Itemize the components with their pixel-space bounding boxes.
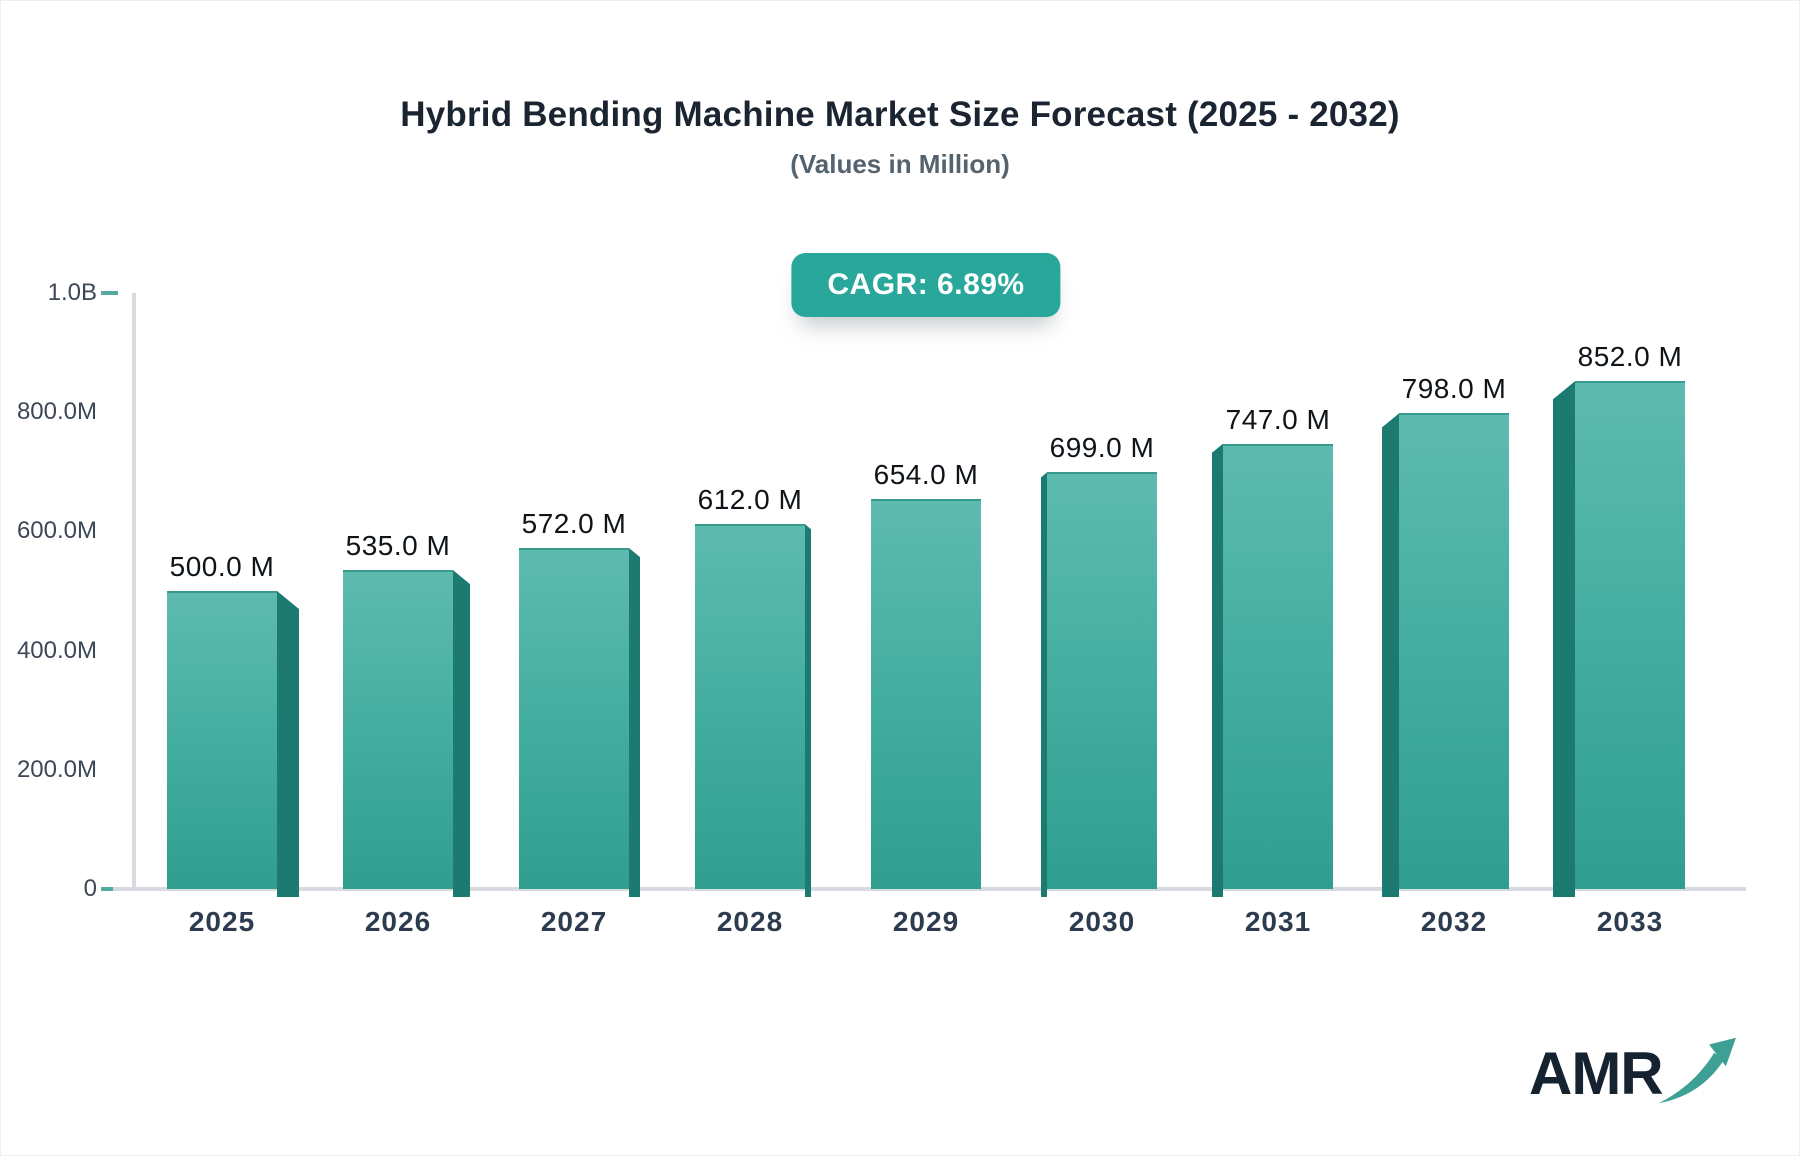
bar-2030[interactable] <box>1047 472 1157 889</box>
bar-2027[interactable] <box>519 548 629 889</box>
page-title: Hybrid Bending Machine Market Size Forec… <box>400 95 1400 134</box>
bar-value-label: 535.0 M <box>345 530 451 562</box>
y-axis-tick-label: 200.0M <box>16 755 97 783</box>
x-axis-line <box>113 887 1746 891</box>
bar-3d-side <box>1553 381 1575 897</box>
bar-3d-side <box>453 570 470 897</box>
bar-3d-side <box>1382 413 1399 897</box>
bar-value-label: 798.0 M <box>1401 373 1507 405</box>
x-axis-label: 2031 <box>1244 906 1312 937</box>
brand-logo: AMR <box>1529 1031 1739 1121</box>
x-axis-label: 2030 <box>1068 906 1136 937</box>
bar-value-label: 852.0 M <box>1577 341 1683 373</box>
bar-3d-side <box>277 591 299 897</box>
bar-value-label: 500.0 M <box>169 551 275 582</box>
y-axis-tick-label: 1.0B <box>47 279 97 306</box>
bar-value-label: 654.0 M <box>873 459 979 491</box>
bar-2029[interactable] <box>871 499 981 889</box>
bar-value-label: 699.0 M <box>1049 432 1155 464</box>
y-axis-tick-mark <box>101 887 118 891</box>
x-axis-label: 2032 <box>1420 906 1488 937</box>
y-axis-tick-label: 600.0M <box>16 517 97 545</box>
bar-2032[interactable] <box>1399 413 1509 889</box>
bar-3d-side <box>805 524 811 897</box>
y-axis-line <box>132 293 136 889</box>
bar-2033[interactable] <box>1575 381 1685 889</box>
x-axis-label: 2029 <box>892 906 960 937</box>
bar-3d-side <box>629 548 640 897</box>
x-axis-label: 2025 <box>188 906 256 937</box>
bar-2028[interactable] <box>695 524 805 889</box>
growth-arrow-icon <box>1657 1031 1741 1120</box>
y-axis-tick-label: 800.0M <box>16 398 97 426</box>
x-axis-label: 2026 <box>364 906 432 937</box>
cagr-badge: CAGR: 6.89% <box>791 253 1061 317</box>
brand-logo-text: AMR <box>1529 1040 1664 1107</box>
y-axis-tick-label: 0 <box>83 875 97 902</box>
y-axis-tick-mark <box>101 291 118 295</box>
x-axis-label: 2033 <box>1596 906 1664 937</box>
bar-2026[interactable] <box>343 570 453 889</box>
page-subtitle: (Values in Million) <box>790 149 1010 179</box>
y-axis-tick-label: 400.0M <box>16 636 97 664</box>
bar-value-label: 747.0 M <box>1225 403 1331 435</box>
x-axis-label: 2027 <box>540 906 608 937</box>
bar-2025[interactable] <box>167 591 277 889</box>
bar-3d-side <box>1041 472 1047 897</box>
bar-value-label: 612.0 M <box>697 484 803 516</box>
x-axis-label: 2028 <box>716 906 784 937</box>
bar-2031[interactable] <box>1223 443 1333 889</box>
bar-3d-side <box>1212 443 1223 897</box>
bar-value-label: 572.0 M <box>521 508 627 540</box>
